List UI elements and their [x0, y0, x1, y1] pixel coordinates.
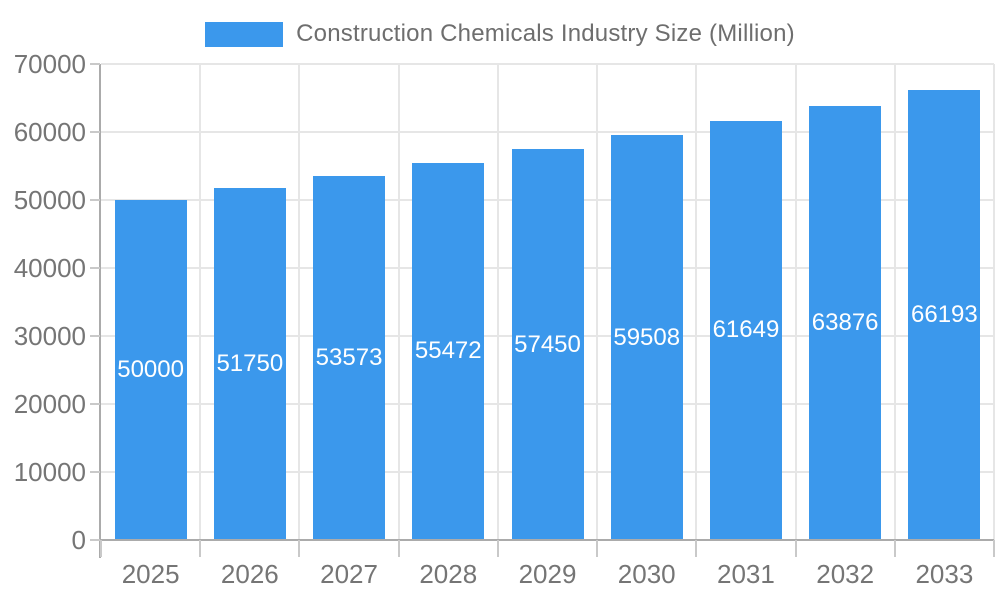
y-axis-tick	[90, 471, 100, 473]
gridline-vertical	[496, 64, 499, 540]
gridline-vertical	[596, 64, 599, 540]
gridline-vertical	[298, 64, 301, 540]
y-axis-tick	[90, 63, 100, 65]
bar-value-label: 57450	[514, 330, 581, 358]
y-tick-label: 40000	[13, 253, 86, 283]
x-axis-tick	[298, 540, 301, 557]
y-axis-tick	[90, 199, 100, 201]
x-axis-tick	[993, 540, 995, 557]
legend-swatch	[205, 21, 284, 47]
bar-2033[interactable]	[908, 89, 981, 540]
gridline-vertical	[993, 64, 995, 540]
bar-2028[interactable]	[412, 162, 485, 540]
y-tick-label: 60000	[13, 117, 86, 147]
chart-legend[interactable]: Construction Chemicals Industry Size (Mi…	[0, 16, 1000, 52]
x-axis-tick	[695, 540, 698, 557]
bar-2030[interactable]	[610, 135, 683, 540]
bar-2026[interactable]	[213, 188, 286, 540]
x-axis-tick	[397, 540, 400, 557]
y-tick-label: 50000	[13, 185, 86, 215]
bar-2029[interactable]	[511, 149, 584, 540]
x-axis-tick	[100, 540, 102, 557]
y-tick-label: 70000	[13, 49, 86, 79]
gridline-horizontal	[101, 63, 994, 65]
x-tick-label: 2029	[518, 559, 577, 589]
y-axis-tick	[90, 267, 100, 269]
x-tick-label: 2026	[220, 559, 279, 589]
y-tick-label: 10000	[13, 457, 86, 487]
x-axis-tick	[893, 540, 896, 557]
bar-2027[interactable]	[313, 175, 386, 540]
y-axis-line	[99, 64, 101, 558]
bar-2032[interactable]	[809, 105, 882, 540]
x-tick-label: 2030	[617, 559, 676, 589]
gridline-vertical	[199, 64, 202, 540]
x-axis-tick	[794, 540, 797, 557]
y-tick-label: 20000	[13, 389, 86, 419]
gridline-vertical	[893, 64, 896, 540]
bar-value-label: 53573	[315, 343, 383, 371]
x-tick-label: 2033	[915, 559, 974, 589]
y-tick-label: 0	[71, 525, 86, 555]
x-tick-label: 2032	[816, 559, 875, 589]
bar-value-label: 63876	[811, 308, 879, 336]
gridline-vertical	[695, 64, 698, 540]
bar-2031[interactable]	[709, 120, 782, 540]
x-tick-label: 2031	[717, 559, 775, 589]
bar-value-label: 51750	[216, 350, 284, 378]
x-tick-label: 2025	[121, 559, 180, 589]
legend-label: Construction Chemicals Industry Size (Mi…	[296, 20, 795, 47]
y-tick-label: 30000	[13, 321, 86, 351]
x-axis-tick	[199, 540, 202, 557]
y-axis-tick	[90, 131, 100, 133]
bar-value-label: 55472	[414, 337, 482, 365]
y-axis-tick	[90, 335, 100, 337]
x-axis-tick	[596, 540, 599, 557]
gridline-horizontal	[101, 131, 994, 133]
x-tick-label: 2028	[419, 559, 478, 589]
x-axis-tick	[496, 540, 499, 557]
bar-value-label: 50000	[117, 356, 184, 383]
x-axis-line	[99, 539, 994, 541]
bar-value-label: 61649	[712, 316, 780, 344]
bar-2025[interactable]	[114, 200, 187, 540]
gridline-vertical	[397, 64, 400, 540]
gridline-vertical	[794, 64, 797, 540]
y-axis-tick	[90, 539, 100, 541]
x-tick-label: 2027	[320, 559, 378, 589]
y-axis-tick	[90, 403, 100, 405]
bar-value-label: 66193	[911, 300, 978, 328]
bar-value-label: 59508	[613, 323, 681, 351]
